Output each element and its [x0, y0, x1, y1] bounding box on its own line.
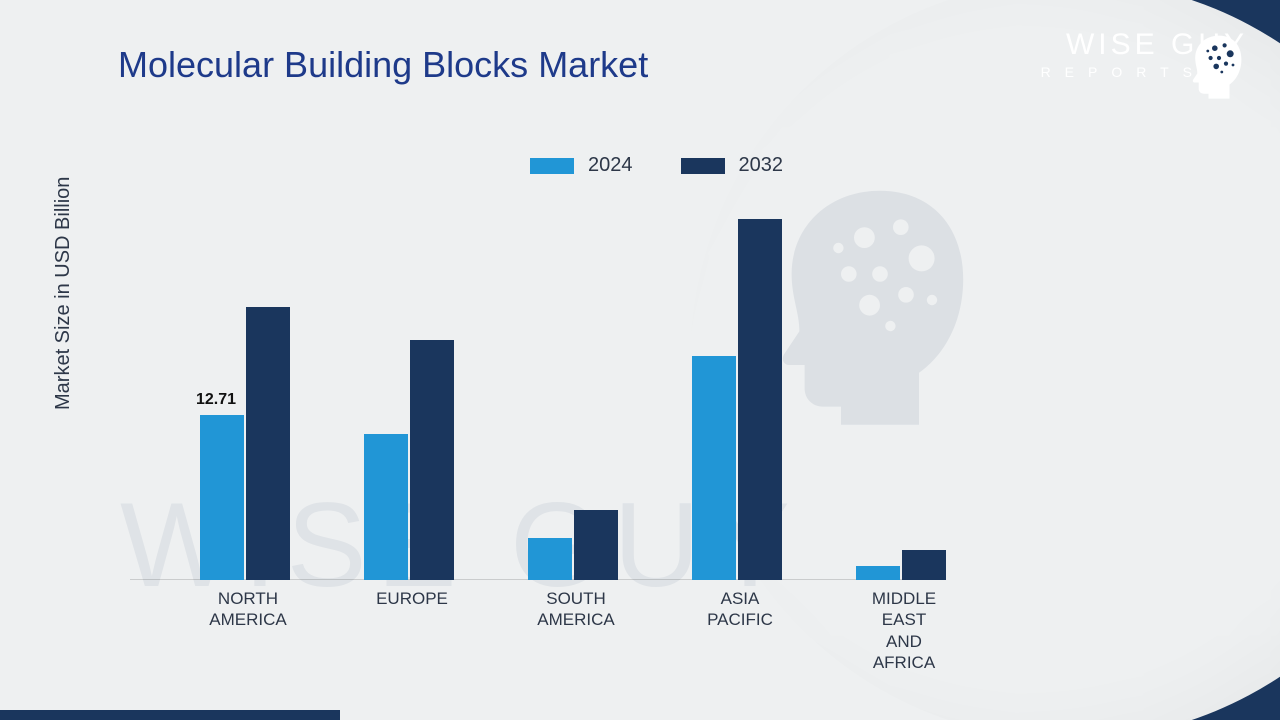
- bar-chart: Market Size in USD Billion 2024 2032 12.…: [60, 160, 930, 690]
- bar-value-label: 12.71: [188, 391, 244, 409]
- bar-series-b: [246, 307, 290, 580]
- legend-swatch-2024: [530, 158, 574, 174]
- plot-area: 12.71NORTH AMERICAEUROPESOUTH AMERICAASI…: [130, 190, 930, 580]
- bar-series-b: [902, 550, 946, 580]
- brand-logo: WISE GUY REPORTS: [988, 28, 1248, 80]
- bar-series-a: [364, 434, 408, 580]
- legend-label-2024: 2024: [588, 154, 633, 177]
- x-axis-category-label: ASIA PACIFIC: [660, 580, 820, 631]
- bar-series-b: [574, 510, 618, 580]
- x-axis-category-label: SOUTH AMERICA: [496, 580, 656, 631]
- bar-series-b: [410, 340, 454, 581]
- bar-series-b: [738, 219, 782, 580]
- bar-series-a: [528, 538, 572, 580]
- chart-legend: 2024 2032: [530, 154, 783, 177]
- legend-item-2024: 2024: [530, 154, 633, 177]
- x-axis-category-label: MIDDLE EAST AND AFRICA: [824, 580, 984, 673]
- brand-head-icon: [1184, 30, 1254, 100]
- legend-swatch-2032: [681, 158, 725, 174]
- legend-label-2032: 2032: [739, 154, 784, 177]
- legend-item-2032: 2032: [681, 154, 784, 177]
- brand-subtitle: REPORTS: [988, 64, 1206, 80]
- bar-series-a: [200, 415, 244, 580]
- x-axis-category-label: EUROPE: [332, 580, 492, 609]
- chart-title: Molecular Building Blocks Market: [118, 44, 648, 86]
- x-axis-category-label: NORTH AMERICA: [168, 580, 328, 631]
- y-axis-label: Market Size in USD Billion: [52, 177, 75, 410]
- bar-series-a: [856, 566, 900, 580]
- bar-series-a: [692, 356, 736, 580]
- bottom-accent-bar: [0, 710, 340, 720]
